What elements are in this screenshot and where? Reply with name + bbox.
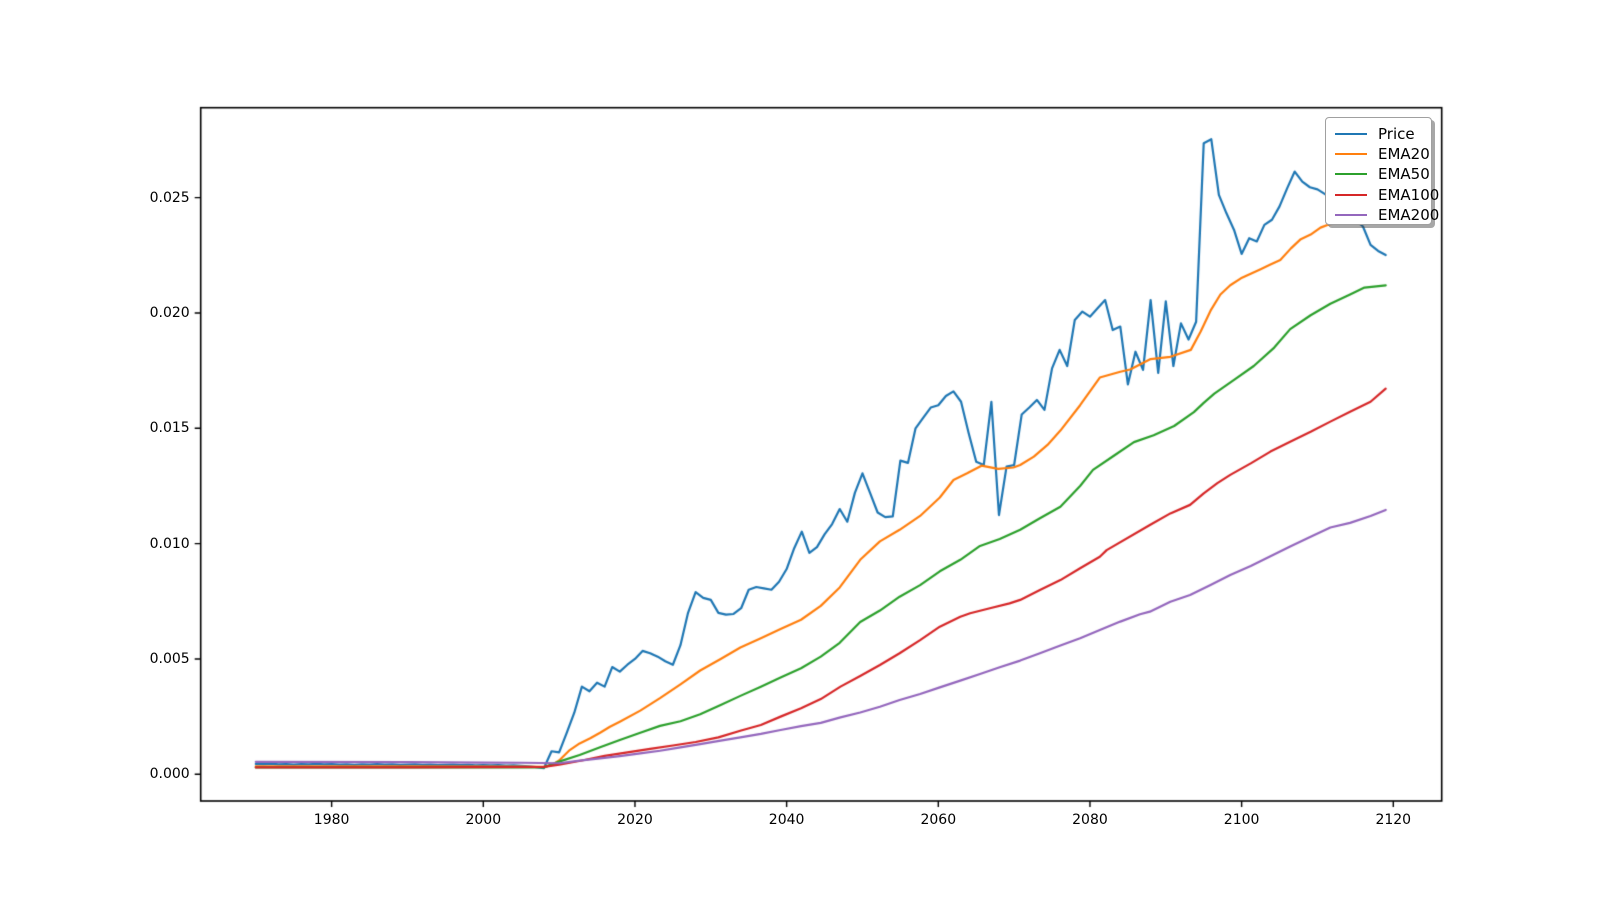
ema50-line-sample-icon [1335, 173, 1367, 176]
legend-label-ema20: EMA20 [1378, 145, 1430, 164]
x-tick-label: 2020 [617, 812, 653, 828]
ema200-line-sample-icon [1335, 213, 1367, 216]
y-tick-label: 0.005 [149, 650, 190, 667]
y-tick-label: 0.025 [149, 189, 190, 206]
legend-label-price: Price [1378, 125, 1415, 144]
y-tick-label: 0.000 [149, 766, 190, 783]
x-tick-label: 2000 [465, 812, 502, 828]
y-tick-label: 0.010 [149, 535, 190, 552]
ema20-line-sample-icon [1335, 153, 1367, 156]
x-tick-label: 2100 [1223, 812, 1260, 828]
legend: Price EMA20 EMA50 EMA100 EMA200 [1325, 117, 1439, 225]
y-tick-label: 0.020 [149, 304, 190, 321]
legend-label-ema100: EMA100 [1378, 185, 1440, 204]
legend-label-ema50: EMA50 [1378, 165, 1430, 184]
x-tick-label: 2060 [920, 812, 957, 828]
legend-item-ema50: EMA50 [1335, 164, 1430, 184]
price-line-sample-icon [1335, 133, 1367, 136]
legend-item-ema100: EMA100 [1335, 185, 1439, 205]
x-tick-label: 1980 [313, 812, 350, 828]
legend-item-ema200: EMA200 [1335, 205, 1439, 225]
legend-item-price: Price [1335, 124, 1422, 144]
legend-label-ema200: EMA200 [1378, 205, 1440, 224]
legend-item-ema20: EMA20 [1335, 144, 1430, 164]
x-tick-label: 2080 [1072, 812, 1108, 828]
x-tick-label: 2120 [1375, 812, 1412, 828]
x-tick-label: 2040 [768, 812, 805, 828]
y-tick-label: 0.015 [149, 420, 190, 437]
ema100-line-sample-icon [1335, 193, 1367, 196]
